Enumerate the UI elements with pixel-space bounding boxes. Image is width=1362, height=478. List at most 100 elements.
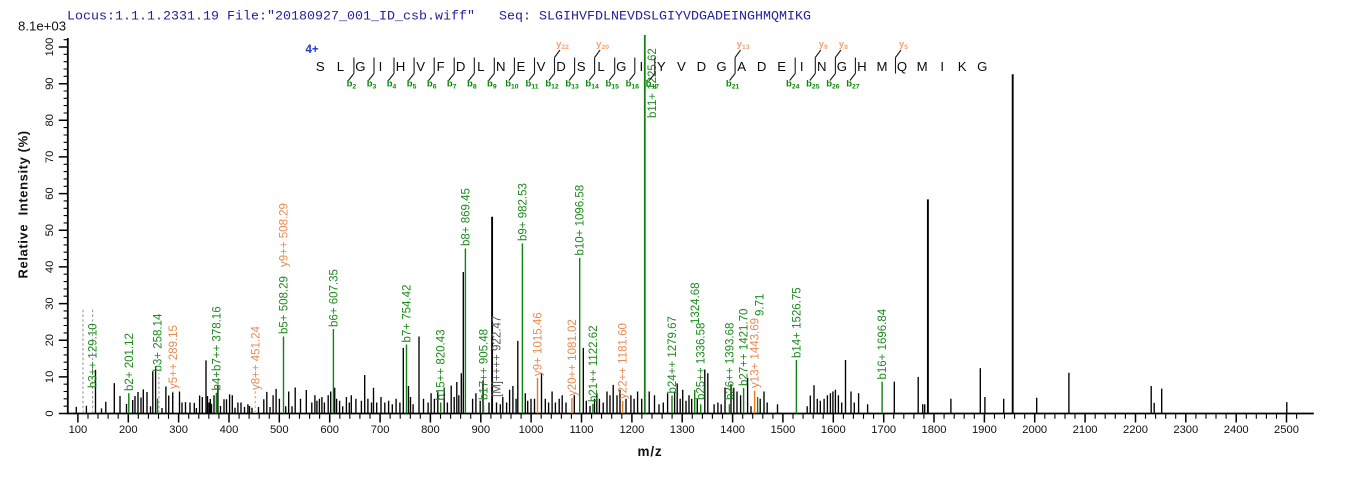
svg-text:b9: b9 — [487, 79, 497, 91]
svg-text:K: K — [958, 59, 967, 74]
svg-text:[M]++++ 922.47: [M]++++ 922.47 — [492, 316, 504, 397]
svg-text:V: V — [416, 59, 425, 74]
svg-text:1600: 1600 — [821, 424, 846, 436]
svg-text:G: G — [716, 59, 726, 74]
svg-text:I: I — [639, 59, 643, 74]
svg-text:40: 40 — [44, 261, 56, 273]
svg-text:I: I — [379, 59, 383, 74]
svg-text:b9+ 982.53: b9+ 982.53 — [517, 183, 529, 241]
svg-text:b7+ 754.42: b7+ 754.42 — [402, 285, 414, 343]
svg-text:b8: b8 — [467, 79, 477, 91]
svg-text:I: I — [800, 59, 804, 74]
svg-text:H: H — [857, 59, 867, 74]
svg-text:y5++ 289.15: y5++ 289.15 — [168, 325, 180, 389]
svg-text:2200: 2200 — [1123, 424, 1148, 436]
svg-text:50: 50 — [44, 224, 56, 236]
svg-text:b15++ 820.43: b15++ 820.43 — [436, 330, 448, 401]
svg-text:b26++ 1393.68: b26++ 1393.68 — [724, 323, 736, 400]
svg-text:2000: 2000 — [1022, 424, 1047, 436]
svg-text:b14+ 1526.75: b14+ 1526.75 — [791, 287, 803, 358]
svg-text:70: 70 — [44, 151, 56, 163]
svg-text:b10+ 1096.58: b10+ 1096.58 — [575, 185, 587, 256]
svg-text:b2: b2 — [347, 79, 357, 91]
svg-text:y9: y9 — [819, 39, 828, 51]
svg-text:m/z: m/z — [638, 444, 663, 459]
svg-text:100: 100 — [69, 424, 88, 436]
svg-text:D: D — [556, 59, 566, 74]
svg-text:700: 700 — [371, 424, 390, 436]
svg-text:2300: 2300 — [1173, 424, 1198, 436]
svg-text:G: G — [355, 59, 365, 74]
svg-text:b8+ 869.45: b8+ 869.45 — [460, 188, 472, 246]
svg-text:y13+ 1443.69: y13+ 1443.69 — [750, 318, 762, 388]
svg-text:b6+ 607.35: b6+ 607.35 — [328, 269, 340, 327]
svg-text:I: I — [940, 59, 944, 74]
svg-text:10: 10 — [44, 371, 56, 383]
svg-text:b5: b5 — [407, 79, 417, 91]
svg-text:1800: 1800 — [922, 424, 947, 436]
svg-text:b6: b6 — [427, 79, 437, 91]
svg-text:b21++ 1122.62: b21++ 1122.62 — [588, 325, 600, 402]
svg-text:1700: 1700 — [871, 424, 896, 436]
svg-text:y5: y5 — [899, 39, 908, 51]
svg-text:b24++ 1279.67: b24++ 1279.67 — [667, 316, 679, 393]
svg-text:G: G — [837, 59, 847, 74]
svg-text:1900: 1900 — [972, 424, 997, 436]
svg-text:900: 900 — [471, 424, 490, 436]
svg-text:H: H — [396, 59, 406, 74]
svg-text:y8++ 451.24: y8++ 451.24 — [250, 325, 262, 390]
svg-text:V: V — [677, 59, 686, 74]
svg-text:100: 100 — [44, 38, 56, 57]
svg-text:V: V — [537, 59, 546, 74]
svg-text:8.1e+03: 8.1e+03 — [18, 19, 66, 34]
svg-text:A: A — [737, 59, 746, 74]
svg-text:400: 400 — [220, 424, 239, 436]
svg-text:D: D — [697, 59, 707, 74]
svg-text:L: L — [337, 59, 344, 74]
svg-text:b2+ 201.12: b2+ 201.12 — [124, 333, 136, 391]
svg-text:L: L — [477, 59, 484, 74]
svg-text:y9+ 1015.46: y9+ 1015.46 — [533, 312, 545, 376]
svg-text:N: N — [496, 59, 506, 74]
svg-text:b3++ 129.10: b3++ 129.10 — [88, 323, 100, 388]
svg-text:b5+ 508.29: b5+ 508.29 — [279, 276, 291, 334]
svg-text:30: 30 — [44, 297, 56, 309]
svg-text:2400: 2400 — [1224, 424, 1249, 436]
svg-text:b25++ 1336.58: b25++ 1336.58 — [696, 323, 708, 400]
svg-text:1200: 1200 — [619, 424, 644, 436]
svg-text:y9++ 508.29: y9++ 508.29 — [279, 203, 291, 267]
svg-text:S: S — [577, 59, 586, 74]
svg-text:200: 200 — [119, 424, 138, 436]
svg-text:0: 0 — [44, 410, 56, 416]
svg-text:y8: y8 — [839, 39, 848, 51]
svg-text:b7: b7 — [447, 79, 457, 91]
svg-text:S: S — [316, 59, 325, 74]
svg-text:20: 20 — [44, 334, 56, 346]
svg-text:1400: 1400 — [720, 424, 745, 436]
svg-text:b11+ 1225.62: b11+ 1225.62 — [647, 48, 659, 118]
svg-text:b3+ 258.14: b3+ 258.14 — [153, 313, 165, 371]
svg-text:G: G — [977, 59, 987, 74]
svg-text:600: 600 — [320, 424, 339, 436]
svg-text:b17++ 905.48: b17++ 905.48 — [479, 329, 491, 400]
svg-text:D: D — [757, 59, 767, 74]
svg-text:1324.68: 1324.68 — [690, 282, 702, 324]
svg-text:M: M — [917, 59, 928, 74]
svg-text:Relative Intensity (%): Relative Intensity (%) — [16, 130, 31, 278]
svg-text:b3: b3 — [367, 79, 377, 91]
svg-text:Q: Q — [897, 59, 907, 74]
svg-text:2100: 2100 — [1073, 424, 1098, 436]
svg-text:E: E — [777, 59, 786, 74]
svg-text:b4: b4 — [387, 79, 397, 91]
svg-text:2500: 2500 — [1274, 424, 1299, 436]
svg-text:90: 90 — [44, 77, 56, 89]
svg-text:E: E — [517, 59, 526, 74]
svg-text:4+: 4+ — [305, 44, 318, 56]
svg-text:y20++ 1081.02: y20++ 1081.02 — [567, 319, 579, 396]
svg-text:b4+b7++ 378.16: b4+b7++ 378.16 — [211, 306, 223, 390]
svg-text:60: 60 — [44, 187, 56, 199]
svg-text:1300: 1300 — [670, 424, 695, 436]
svg-text:300: 300 — [169, 424, 188, 436]
svg-text:D: D — [456, 59, 466, 74]
svg-text:1500: 1500 — [770, 424, 795, 436]
